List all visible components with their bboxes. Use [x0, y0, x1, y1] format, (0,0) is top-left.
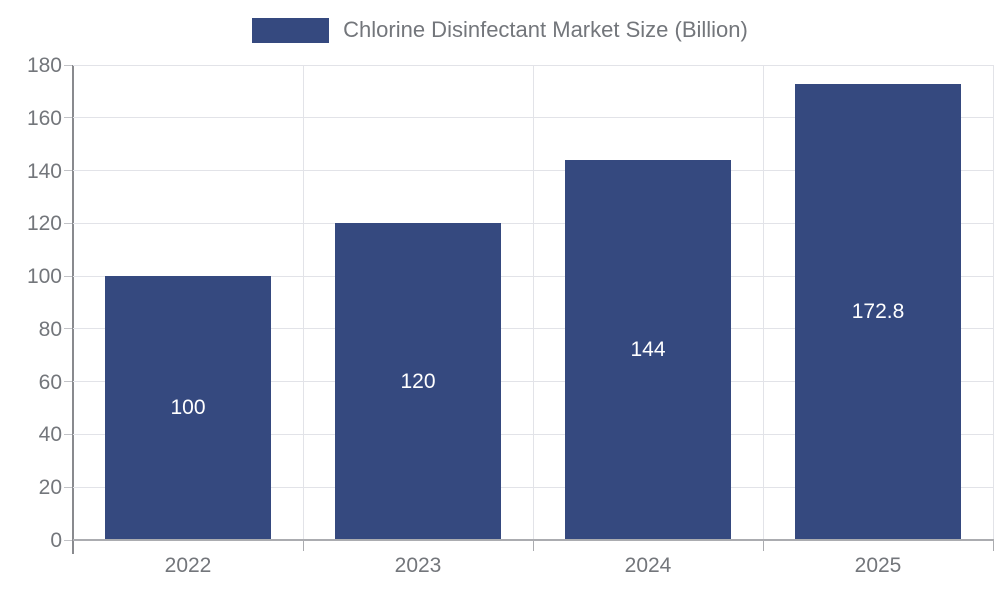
y-axis-tick	[64, 433, 72, 435]
x-axis-tick	[302, 541, 304, 551]
x-axis-tick	[762, 541, 764, 551]
y-axis-tick-label: 100	[26, 265, 62, 289]
bar[interactable]: 144	[565, 160, 731, 540]
y-axis-tick-label: 60	[38, 370, 62, 394]
y-axis-tick	[64, 222, 72, 224]
x-axis-tick	[992, 541, 994, 551]
y-axis-tick	[64, 539, 72, 541]
y-axis-tick	[64, 381, 72, 383]
bar[interactable]: 172.8	[795, 84, 961, 540]
y-axis-tick	[64, 170, 72, 172]
gridline-vertical	[992, 65, 994, 540]
bar[interactable]: 100	[105, 276, 271, 540]
x-axis-tick-label: 2025	[854, 554, 902, 577]
bar-value-label: 120	[400, 369, 436, 393]
bar-value-label: 144	[630, 338, 666, 361]
y-axis-tick-label: 40	[38, 423, 62, 447]
y-axis-line	[72, 65, 74, 554]
y-axis-tick	[64, 328, 72, 330]
x-axis-line	[73, 539, 994, 541]
x-axis-tick-label: 2022	[164, 554, 212, 577]
bar[interactable]: 120	[335, 223, 501, 540]
gridline-vertical	[762, 65, 764, 540]
x-axis-tick	[532, 541, 534, 551]
legend-item[interactable]: Chlorine Disinfectant Market Size (Billi…	[0, 16, 1000, 44]
gridline-vertical	[302, 65, 304, 540]
legend-swatch	[252, 17, 330, 43]
x-axis-tick-label: 2024	[624, 554, 672, 577]
legend-label: Chlorine Disinfectant Market Size (Billi…	[343, 17, 748, 42]
bar-value-label: 172.8	[851, 300, 905, 323]
y-axis-tick-label: 160	[26, 106, 62, 130]
y-axis-tick	[64, 275, 72, 277]
y-axis-tick-label: 140	[26, 159, 62, 183]
y-axis-tick-label: 80	[38, 317, 62, 341]
y-axis-tick-label: 180	[26, 54, 62, 77]
x-axis-labels: 2022 2023 2024 2025	[73, 553, 993, 583]
plot-area: 100 120 144 172.8	[73, 64, 994, 540]
y-axis-labels: 0 20 40 60 80 100 120 140 160 180	[0, 55, 62, 551]
y-axis-tick-label: 0	[50, 529, 62, 552]
y-axis-tick	[64, 117, 72, 119]
y-axis-tick-label: 20	[38, 476, 62, 500]
y-axis-tick	[64, 64, 72, 66]
x-axis-tick-label: 2023	[394, 554, 442, 577]
y-axis-tick	[64, 486, 72, 488]
bar-value-label: 100	[170, 396, 206, 420]
gridline-vertical	[532, 65, 534, 540]
y-axis-tick-label: 120	[26, 212, 62, 236]
